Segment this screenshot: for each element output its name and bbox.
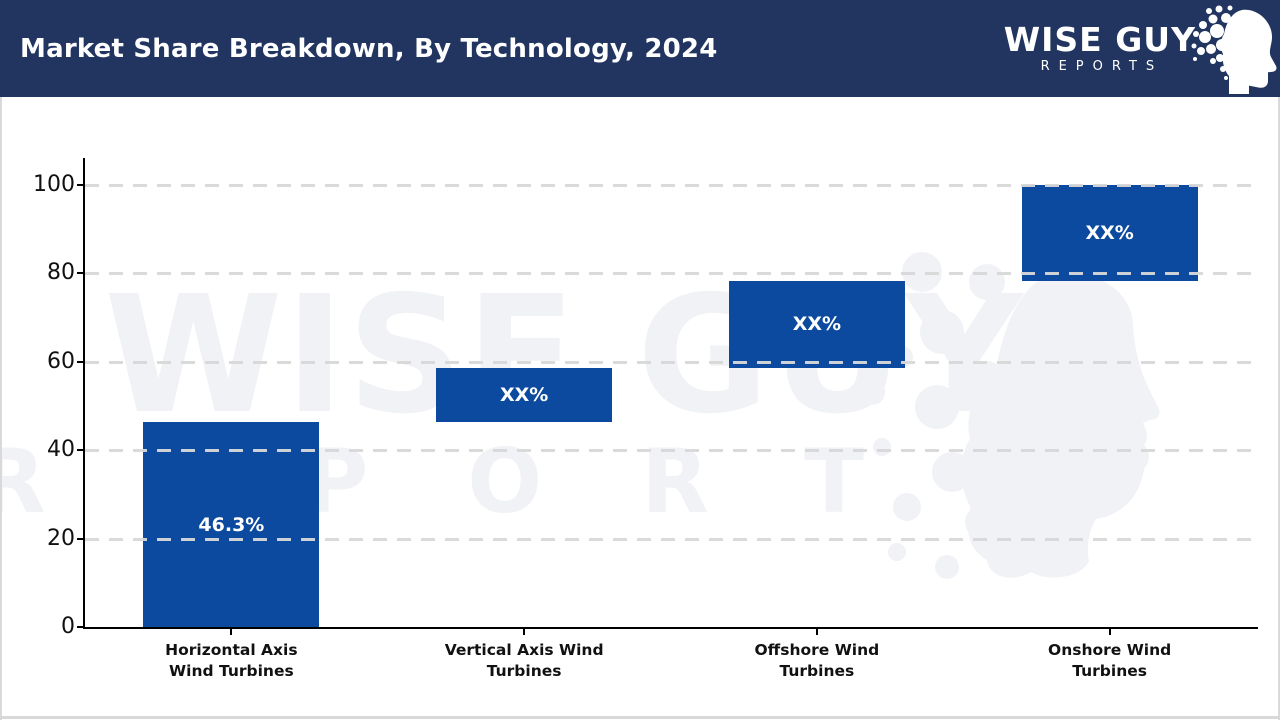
gridline [85,184,1256,187]
x-category-label: Vertical Axis Wind Turbines [445,640,604,683]
bar-value-label: 46.3% [198,513,265,536]
y-tick-label: 0 [61,614,75,639]
gridline [85,272,1256,276]
bar-value-label: XX% [792,313,842,336]
x-category-label: Onshore Wind Turbines [1048,640,1171,683]
bar-segment: XX% [1021,185,1198,281]
bar-segment: XX% [728,280,905,368]
logo-wiseguy-label: WISE GUY [1003,20,1196,59]
x-category-label-line: Turbines [779,662,855,681]
y-tick-mark [77,272,85,275]
x-category-label: Horizontal Axis Wind Turbines [165,640,297,683]
header-bar: Market Share Breakdown, By Technology, 2… [0,0,1280,97]
x-tick-mark [815,627,818,635]
y-tick-label: 80 [47,260,75,286]
y-tick-label: 40 [47,437,75,463]
dotted-head-icon [1191,5,1277,94]
x-category-label-line: Vertical Axis Wind [444,641,604,659]
x-category-label-line: Turbines [486,662,562,681]
gridline [85,537,1256,541]
bar-segment: XX% [436,367,613,423]
bar-value-label: XX% [1085,221,1134,244]
bar-segment: 46.3% [143,422,320,627]
y-tick-label: 60 [47,348,75,374]
x-category-label-line: Turbines [1072,662,1147,681]
plot-area: 46.3% Horizontal Axis Wind Turbines XX% Vert… [0,97,1280,720]
y-tick-mark [77,360,85,363]
x-category-label-line: Horizontal Axis [165,641,298,659]
x-category-label-line: Onshore Wind [1048,641,1172,659]
x-tick-mark [230,627,233,635]
y-tick-mark [77,184,85,186]
x-tick-mark [523,627,526,635]
page-border-right [1278,97,1280,720]
x-axis-line [83,627,1258,629]
gridline [85,360,1256,364]
page-border-bottom [0,716,1280,719]
y-tick-mark [77,449,85,452]
page-border-left [0,97,2,720]
x-category-label-line: Offshore Wind [754,641,880,659]
x-tick-mark [1108,627,1111,635]
y-axis-line [83,158,85,629]
logo-text: WISE GUY REPORTS [1004,23,1196,74]
x-category-label-line: Wind Turbines [169,662,294,681]
y-tick-mark [77,537,85,540]
bar-value-label: XX% [499,383,549,406]
wise-guy-reports-logo: WISE GUY REPORTS [1004,4,1280,94]
logo-reports-label: REPORTS [1040,59,1164,74]
gridline [85,449,1256,453]
y-tick-label: 20 [47,525,75,551]
y-tick-mark [77,626,85,628]
chart-title: Market Share Breakdown, By Technology, 2… [20,33,718,64]
x-category-label: Offshore Wind Turbines [755,640,880,683]
y-tick-label: 100 [33,172,75,197]
